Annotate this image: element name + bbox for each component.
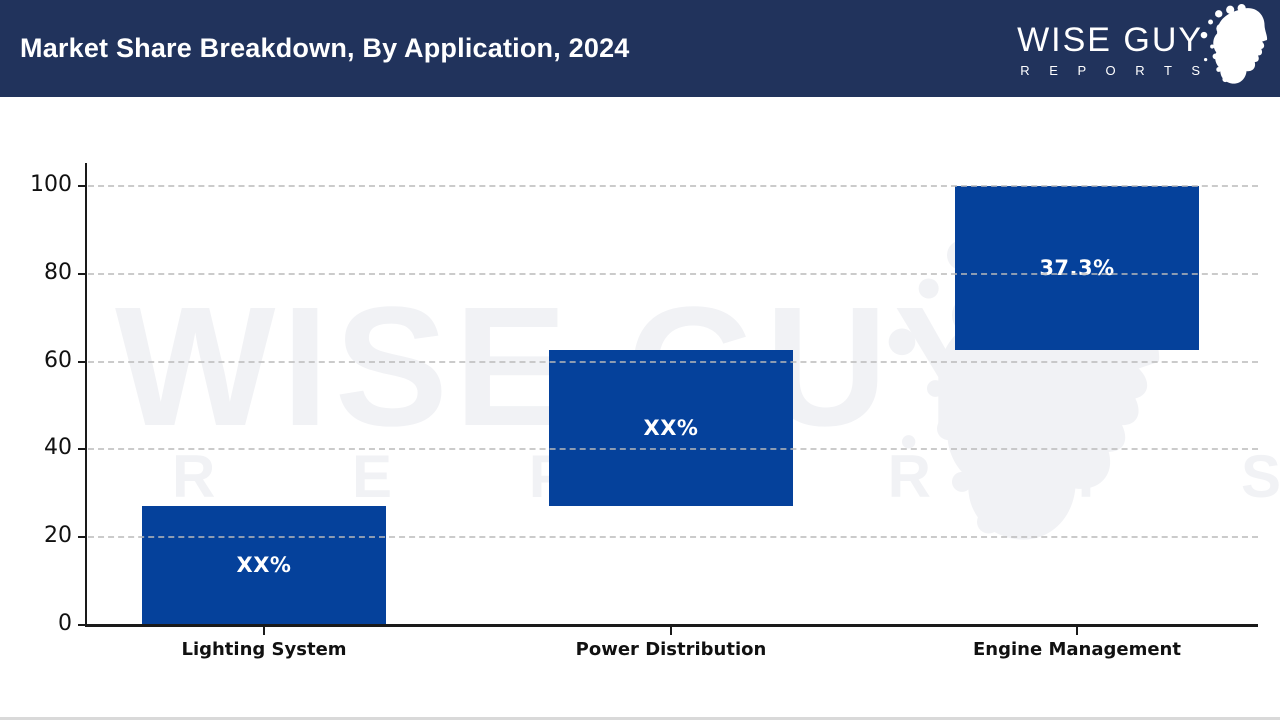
y-tick-label: 80 (44, 259, 72, 285)
logo-wordmark: WISE GUY (1017, 20, 1204, 59)
wise-guy-reports-logo: WISE GUY R E P O R T S (1012, 4, 1270, 94)
x-axis-line (85, 624, 1258, 627)
bar-value-label: XX% (643, 415, 699, 440)
y-tick-mark (78, 536, 86, 539)
x-tick-mark (670, 627, 672, 635)
x-category-label: Power Distribution (575, 639, 767, 660)
x-tick-mark (1076, 627, 1078, 635)
y-tick-label: 100 (30, 172, 72, 197)
y-gridline (88, 272, 1258, 275)
y-tick-mark (78, 185, 86, 187)
y-tick-mark (78, 448, 86, 451)
y-gridline (88, 536, 1258, 539)
y-gridline (88, 360, 1258, 363)
y-tick-label: 20 (44, 523, 72, 549)
bar-power-distribution: XX% (549, 349, 793, 506)
y-axis-spine (85, 163, 87, 627)
y-tick-mark (78, 624, 86, 626)
logo-text: WISE GUY R E P O R T S (1012, 21, 1208, 78)
bar-value-label: 37.3% (1039, 255, 1115, 280)
y-tick-label: 0 (58, 611, 72, 636)
y-gridline (88, 185, 1258, 187)
y-tick-mark (78, 272, 86, 275)
y-tick-mark (78, 360, 86, 363)
footer-divider (0, 717, 1280, 720)
x-category-label: Lighting System (181, 639, 347, 660)
x-category-label: Engine Management (973, 639, 1181, 660)
bar-value-label: XX% (236, 553, 292, 578)
header-bar: Market Share Breakdown, By Application, … (0, 0, 1280, 97)
y-tick-label: 60 (44, 347, 72, 373)
bar-engine-management: 37.3% (955, 186, 1199, 350)
page-title: Market Share Breakdown, By Application, … (20, 33, 630, 63)
bar-lighting-system: XX% (142, 505, 386, 625)
y-gridline (88, 448, 1258, 451)
logo-subtitle: R E P O R T S (1020, 62, 1208, 78)
y-tick-label: 40 (44, 435, 72, 461)
x-tick-mark (263, 627, 265, 635)
logo-head-icon (1200, 4, 1268, 84)
